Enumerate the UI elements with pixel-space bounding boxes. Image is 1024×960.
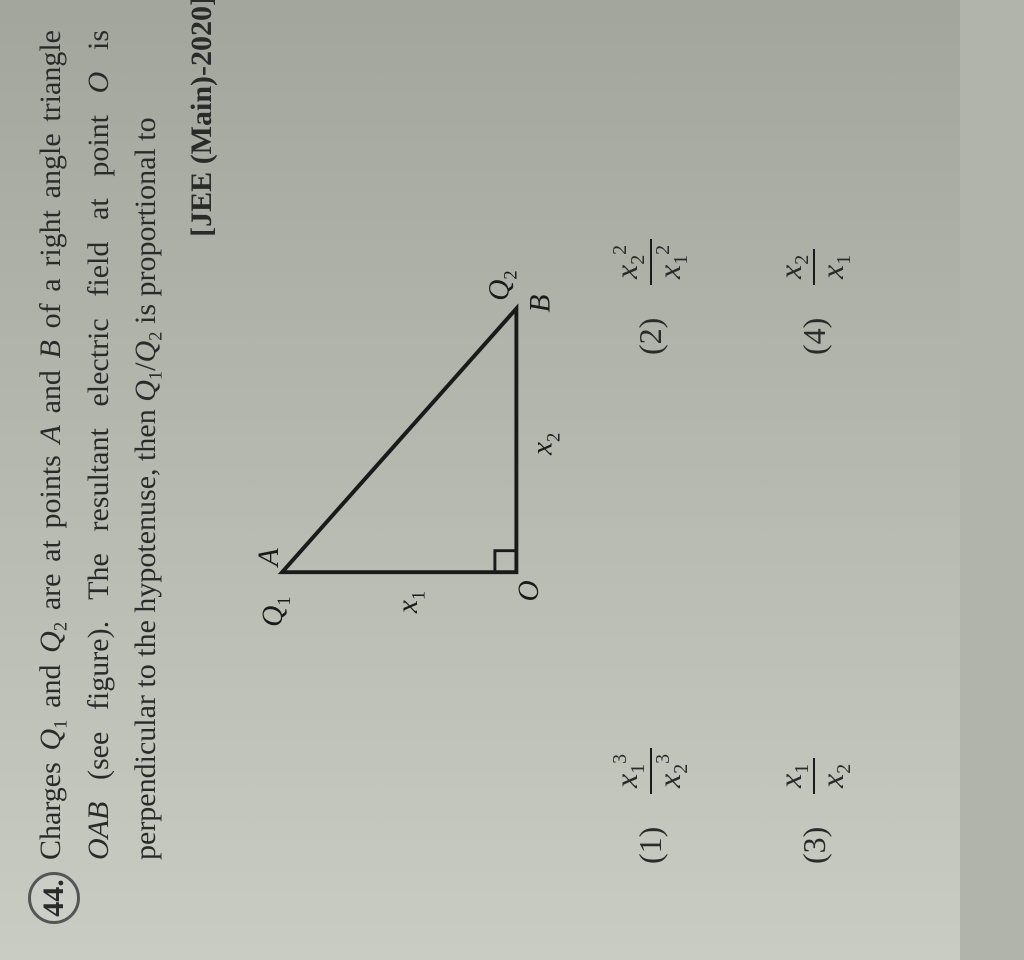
figure-wrap: O A Q1 B Q2 x1 x2 [249, 0, 569, 924]
var-q1b: Q [129, 380, 162, 402]
question-page: 44. Charges Q1 and Q2 are at points A an… [0, 0, 960, 960]
option-label: (4) [796, 305, 833, 355]
text-run: and [34, 358, 67, 425]
denominator: x23 [652, 748, 693, 794]
charge-A: Q1 [257, 596, 295, 626]
question-block: 44. Charges Q1 and Q2 are at points A an… [28, 0, 171, 924]
fraction: x1 x2 [773, 758, 857, 794]
fraction: x13 x23 [609, 748, 693, 794]
var-o: O [82, 72, 115, 94]
triangle [282, 309, 516, 573]
text-run: Charges [34, 751, 67, 860]
var-q2b: Q [129, 341, 162, 363]
side-x1: x1 [392, 591, 430, 614]
fraction: x2 x1 [773, 249, 857, 285]
var-q1: Q [34, 729, 67, 751]
label-A: A [253, 548, 285, 568]
exam-source: [JEE (Main)-2020] [185, 0, 219, 924]
question-text: Charges Q1 and Q2 are at points A and B … [28, 30, 171, 860]
text-run: is proportional to [129, 117, 162, 331]
denominator: x2 [815, 758, 856, 794]
var-q2: Q [34, 631, 67, 653]
side-x2: x2 [527, 433, 565, 456]
slash: / [129, 362, 162, 370]
text-run: (see figure). The resultant electric fie… [82, 93, 115, 801]
sub-1: 1 [51, 720, 72, 729]
text-run: of a right angle triangle [34, 30, 67, 340]
fraction: x22 x12 [609, 239, 693, 285]
text-run: and [34, 653, 67, 720]
numerator: x13 [609, 748, 652, 794]
denominator: x12 [652, 239, 693, 285]
numerator: x22 [609, 239, 652, 285]
question-number: 44. [28, 872, 80, 924]
option-3[interactable]: (3) x1 x2 [773, 535, 857, 864]
options-grid: (1) x13 x23 (2) x22 x12 (3) x1 x2 (4) x2 [609, 0, 856, 924]
option-4[interactable]: (4) x2 x1 [773, 26, 857, 355]
sub-1b: 1 [145, 371, 166, 380]
label-B: B [525, 294, 557, 312]
option-label: (1) [632, 814, 669, 864]
sub-2b: 2 [145, 332, 166, 341]
option-label: (2) [632, 305, 669, 355]
var-a: A [34, 425, 67, 443]
triangle-diagram: O A Q1 B Q2 x1 x2 [249, 250, 569, 660]
option-2[interactable]: (2) x22 x12 [609, 26, 693, 355]
numerator: x2 [773, 249, 816, 285]
right-angle-icon [495, 551, 516, 572]
label-O: O [513, 580, 545, 601]
denominator: x1 [815, 249, 856, 285]
var-oab: OAB [82, 802, 115, 860]
var-b: B [34, 340, 67, 358]
numerator: x1 [773, 758, 816, 794]
option-1[interactable]: (1) x13 x23 [609, 535, 693, 864]
option-label: (3) [796, 814, 833, 864]
charge-B: Q2 [484, 270, 522, 300]
sub-2: 2 [51, 622, 72, 631]
text-run: are at points [34, 443, 67, 621]
